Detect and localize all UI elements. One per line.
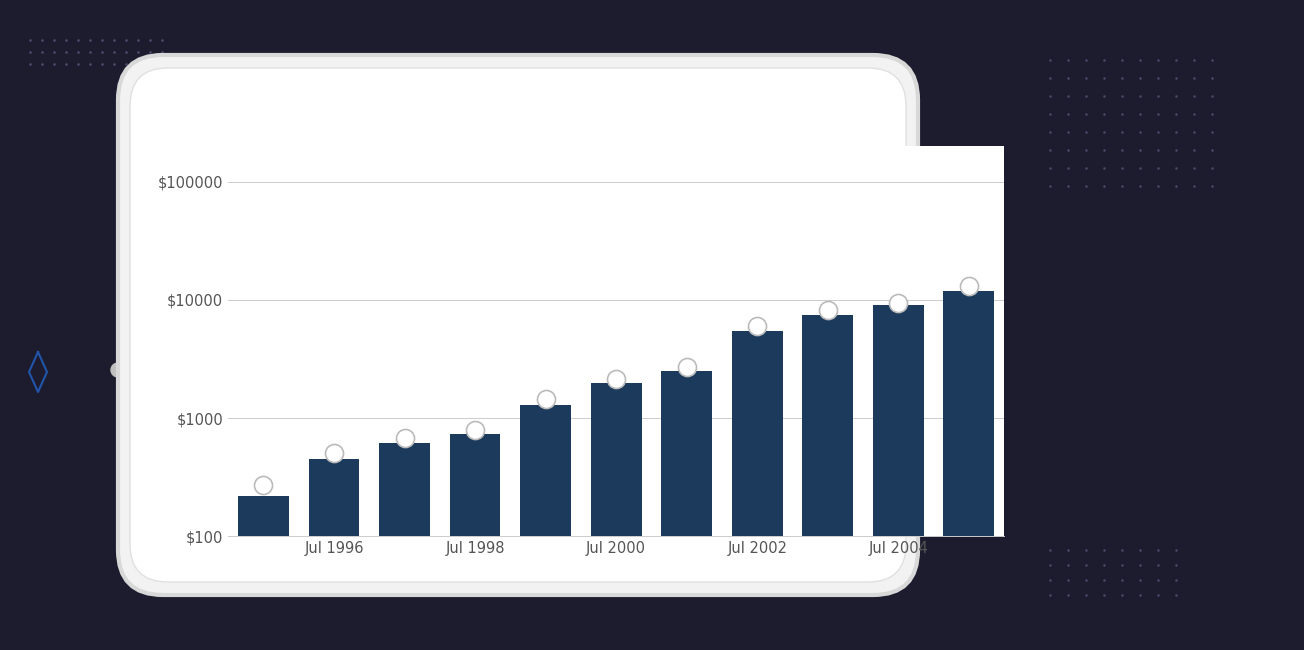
Bar [943,291,994,650]
FancyBboxPatch shape [130,68,906,582]
Bar [309,459,360,650]
Bar [520,405,571,650]
Bar [661,371,712,650]
Bar [239,496,289,650]
Bar [591,383,642,650]
Bar [450,434,501,650]
Bar [732,331,782,650]
FancyBboxPatch shape [117,55,918,595]
Bar [872,306,923,650]
Bar [379,443,430,650]
Bar [802,315,853,650]
Circle shape [111,363,125,377]
